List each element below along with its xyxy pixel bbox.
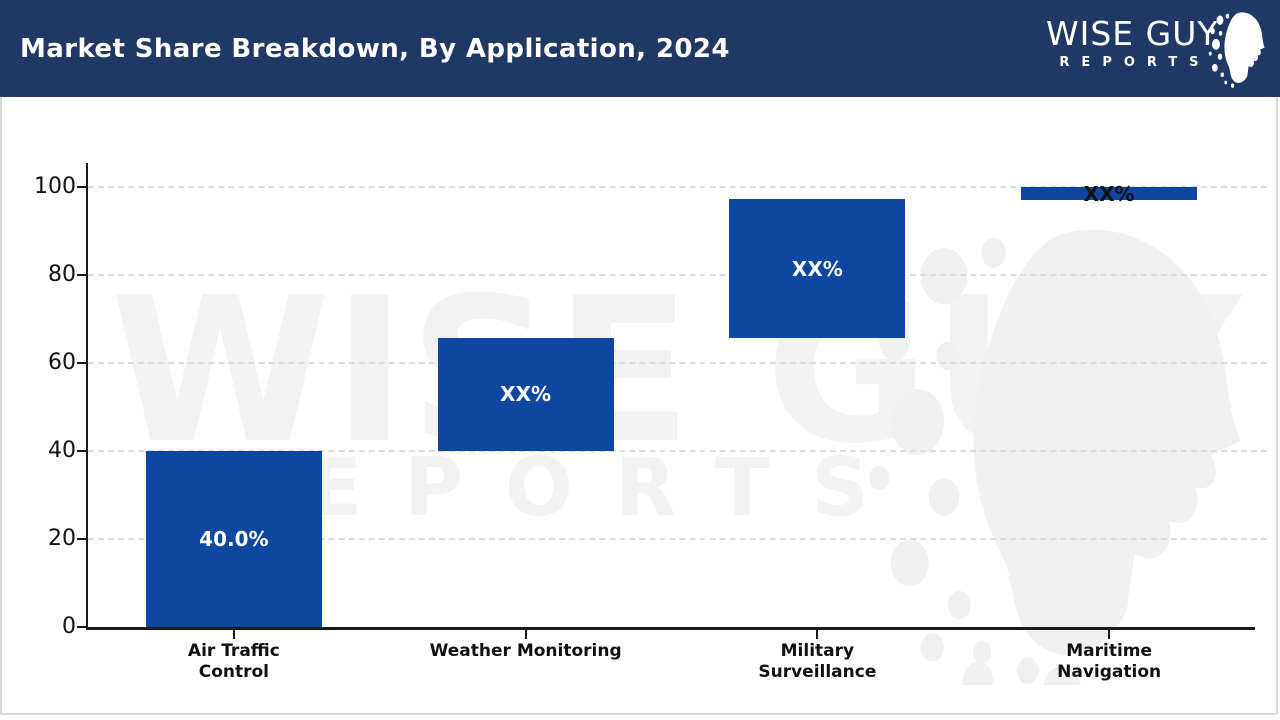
bar-weather-monitoring: XX%	[437, 337, 614, 451]
gridline-20	[88, 538, 1267, 540]
y-tick-mark-20	[77, 538, 87, 540]
bar-maritime-navigation: XX%	[1021, 182, 1198, 206]
x-tick-mark-military-surveillance	[816, 630, 819, 639]
bar-value-label: XX%	[500, 382, 552, 407]
y-axis-tick-label-40: 40	[48, 438, 76, 463]
y-axis-tick-label-20: 20	[48, 526, 76, 551]
x-axis-label-maritime-navigation: Maritime Navigation	[1057, 641, 1162, 683]
bar-value-label: XX%	[791, 256, 843, 281]
header: Market Share Breakdown, By Application, …	[0, 0, 1280, 97]
bar-value-label: XX%	[1083, 181, 1135, 206]
y-axis-line	[86, 163, 88, 627]
y-tick-mark-100	[77, 186, 87, 188]
x-tick-mark-maritime-navigation	[1108, 630, 1111, 639]
y-axis-tick-label-80: 80	[48, 262, 76, 287]
bar-air-traffic-control: 40.0%	[145, 451, 322, 627]
y-tick-mark-0	[77, 626, 87, 628]
x-tick-mark-air-traffic-control	[232, 630, 235, 639]
gridline-80	[88, 274, 1267, 276]
y-axis-tick-label-0: 0	[62, 614, 76, 639]
bar-value-label: 40.0%	[199, 527, 269, 551]
bar-military-surveillance: XX%	[729, 199, 906, 338]
logo-name: WISE GUY	[1046, 14, 1219, 53]
wiseguy-logo: WISE GUY REPORTS	[1046, 10, 1270, 90]
logo-text: WISE GUY REPORTS	[1046, 14, 1219, 71]
x-axis-label-air-traffic-control: Air Traffic Control	[187, 641, 280, 683]
y-tick-mark-40	[77, 450, 87, 452]
y-tick-mark-80	[77, 274, 87, 276]
gridline-60	[88, 362, 1267, 364]
gridline-100	[88, 186, 1267, 188]
x-tick-mark-weather-monitoring	[524, 630, 527, 639]
y-axis-tick-label-100: 100	[34, 174, 76, 199]
y-tick-mark-60	[77, 362, 87, 364]
gridline-40	[88, 450, 1267, 452]
page-title: Market Share Breakdown, By Application, …	[20, 33, 730, 64]
logo-subtitle: REPORTS	[1059, 55, 1211, 71]
x-axis-line	[86, 627, 1255, 630]
x-axis-label-weather-monitoring: Weather Monitoring	[429, 641, 622, 661]
watermark-head-icon	[869, 229, 1242, 685]
y-axis-tick-label-60: 60	[48, 350, 76, 375]
x-axis-label-military-surveillance: Military Surveillance	[758, 641, 877, 683]
